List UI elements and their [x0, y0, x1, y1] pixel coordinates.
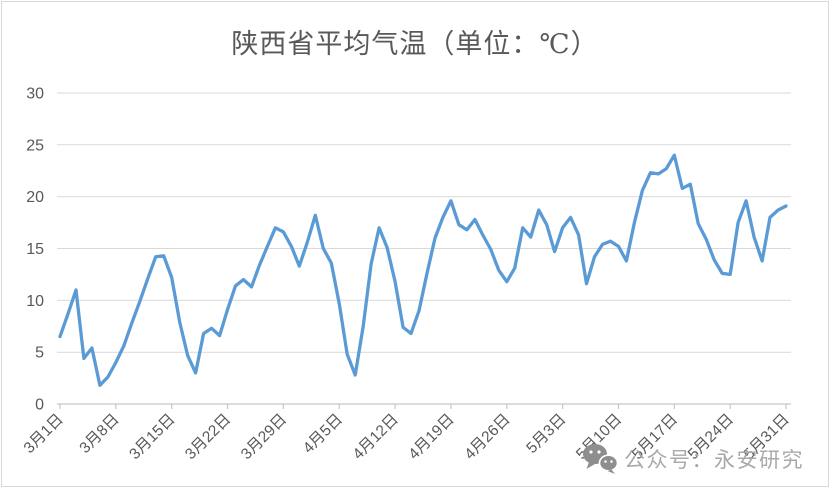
svg-text:20: 20	[26, 189, 44, 206]
gridlines	[57, 92, 791, 405]
x-axis-ticks	[59, 404, 787, 409]
svg-text:4月26日: 4月26日	[461, 411, 513, 463]
svg-text:3月1日: 3月1日	[21, 411, 67, 457]
watermark: 公众号：永安研究	[582, 442, 804, 475]
svg-text:3月15日: 3月15日	[126, 411, 178, 463]
svg-text:0: 0	[35, 397, 44, 414]
svg-text:4月12日: 4月12日	[350, 411, 402, 463]
watermark-text: 公众号：永安研究	[624, 448, 804, 472]
svg-text:15: 15	[26, 241, 44, 258]
temperature-line	[58, 153, 788, 387]
svg-text:5: 5	[35, 345, 44, 362]
y-axis-labels: 0 5 10 15 20 25 30	[26, 86, 44, 414]
svg-text:4月5日: 4月5日	[300, 411, 346, 457]
chart-title: 陕西省平均气温（单位：℃）	[231, 29, 599, 59]
svg-text:3月22日: 3月22日	[182, 411, 234, 463]
svg-text:5月3日: 5月3日	[523, 411, 569, 457]
svg-text:4月19日: 4月19日	[405, 411, 457, 463]
svg-text:3月29日: 3月29日	[238, 411, 290, 463]
wechat-icon	[583, 444, 618, 474]
svg-text:30: 30	[26, 86, 44, 103]
svg-text:10: 10	[26, 293, 44, 310]
svg-text:3月8日: 3月8日	[76, 411, 122, 457]
svg-text:25: 25	[26, 137, 44, 154]
